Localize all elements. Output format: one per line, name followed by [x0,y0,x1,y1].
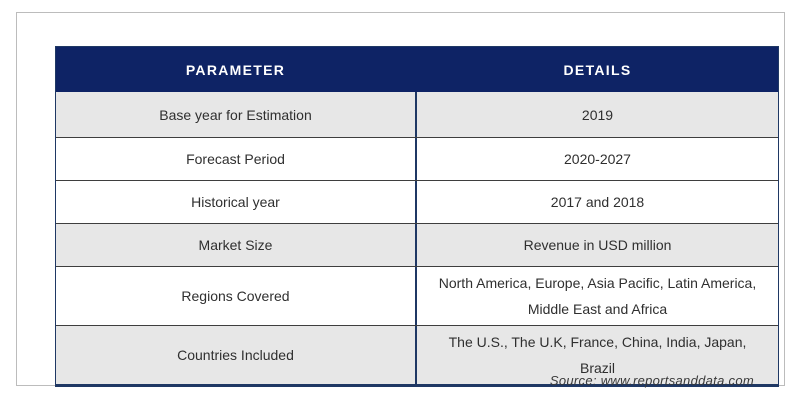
table-row-market-size: Market Size Revenue in USD million [56,223,778,266]
cell-parameter: Base year for Estimation [56,92,417,137]
table-row-forecast-period: Forecast Period 2020-2027 [56,137,778,180]
content-frame: PARAMETER DETAILS Base year for Estimati… [16,12,785,388]
cell-parameter: Countries Included [56,326,417,384]
cell-parameter: Forecast Period [56,138,417,180]
cell-details: 2017 and 2018 [550,194,645,210]
cell-details: 2020-2027 [564,151,631,167]
column-header-details: DETAILS [563,61,632,78]
cell-details: The U.S., The U.K, France, China, India,… [448,334,747,376]
cell-parameter: Regions Covered [56,267,417,325]
cell-details: North America, Europe, Asia Pacific, Lat… [438,275,757,317]
table-header-row: PARAMETER DETAILS [56,47,778,92]
source-attribution: Source: www.reportsanddata.com [549,373,754,388]
column-header-parameter: PARAMETER [56,47,417,92]
cell-details: Revenue in USD million [523,237,672,253]
table-row-countries-included: Countries Included The U.S., The U.K, Fr… [56,325,778,384]
table-row-historical-year: Historical year 2017 and 2018 [56,180,778,223]
table-row-regions-covered: Regions Covered North America, Europe, A… [56,266,778,325]
cell-parameter: Historical year [56,181,417,223]
table-row-base-year: Base year for Estimation 2019 [56,92,778,137]
cell-parameter: Market Size [56,224,417,266]
cell-details: 2019 [581,106,614,123]
report-scope-table: PARAMETER DETAILS Base year for Estimati… [55,46,779,387]
